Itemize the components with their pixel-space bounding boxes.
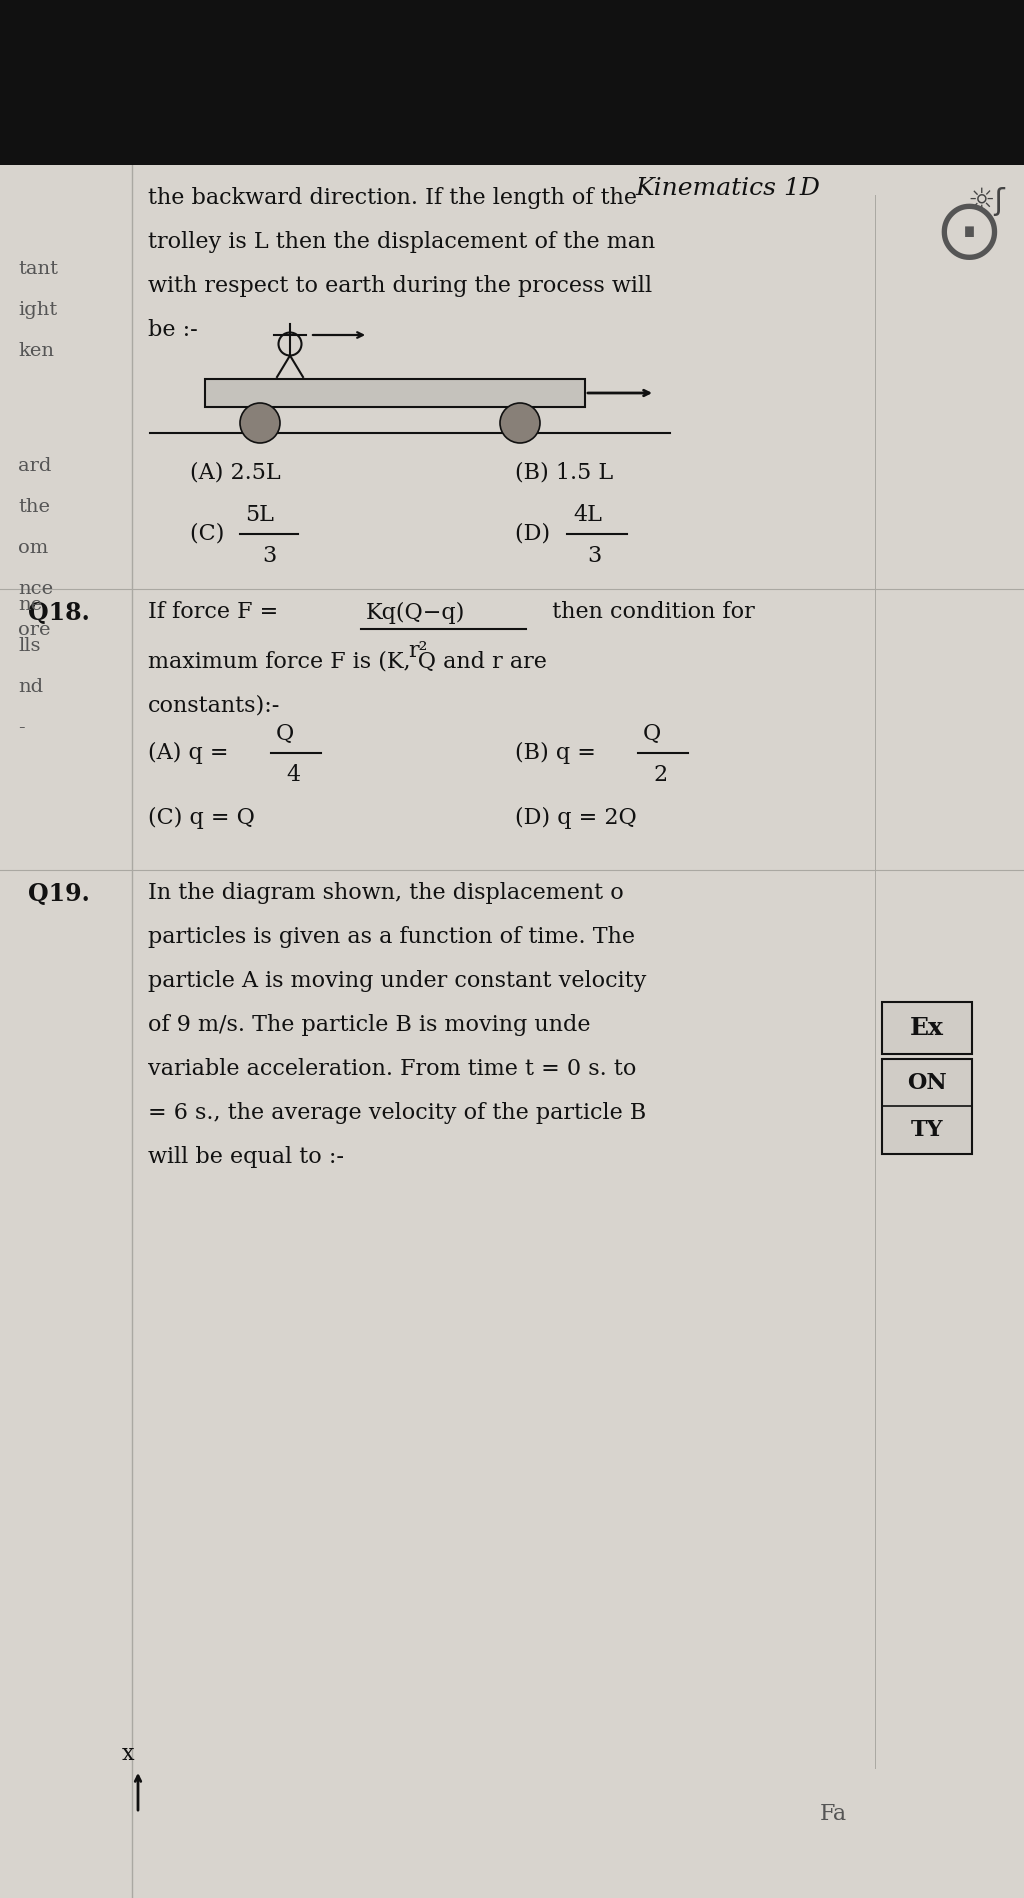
Text: constants):-: constants):- — [148, 695, 281, 717]
Text: the: the — [18, 497, 50, 516]
Text: 3: 3 — [587, 545, 601, 568]
Text: variable acceleration. From time t = 0 s. to: variable acceleration. From time t = 0 s… — [148, 1057, 636, 1080]
Text: Q18.: Q18. — [28, 602, 90, 624]
Text: If force F =: If force F = — [148, 602, 286, 623]
Text: Ex: Ex — [910, 1015, 944, 1040]
Text: (C): (C) — [190, 524, 231, 545]
Text: om: om — [18, 539, 48, 556]
Text: ard: ard — [18, 457, 51, 474]
Text: particle A is moving under constant velocity: particle A is moving under constant velo… — [148, 970, 646, 993]
Text: ight: ight — [18, 302, 57, 319]
Text: with respect to earth during the process will: with respect to earth during the process… — [148, 275, 652, 296]
Text: $\bigodot$: $\bigodot$ — [939, 201, 998, 262]
Text: will be equal to :-: will be equal to :- — [148, 1146, 344, 1167]
Bar — [882, 1002, 972, 1053]
Text: (A) 2.5L: (A) 2.5L — [190, 461, 281, 484]
Text: nd: nd — [18, 678, 43, 697]
Text: ON: ON — [907, 1072, 947, 1093]
Text: Kinematics 1D: Kinematics 1D — [635, 177, 820, 199]
Text: r²: r² — [408, 640, 427, 662]
Text: particles is given as a function of time. The: particles is given as a function of time… — [148, 926, 635, 947]
Text: In the diagram shown, the displacement o: In the diagram shown, the displacement o — [148, 883, 624, 903]
Text: -: - — [18, 719, 25, 736]
Text: Q: Q — [643, 723, 662, 746]
Text: be :-: be :- — [148, 319, 198, 342]
Text: = 6 s., the average velocity of the particle B: = 6 s., the average velocity of the part… — [148, 1103, 646, 1124]
Circle shape — [240, 402, 280, 442]
Text: 4: 4 — [286, 765, 300, 786]
Text: ore: ore — [18, 621, 50, 640]
Circle shape — [500, 402, 540, 442]
Text: of 9 m/s. The particle B is moving unde: of 9 m/s. The particle B is moving unde — [148, 1014, 591, 1036]
Text: 2: 2 — [653, 765, 667, 786]
Bar — [0, 0, 1024, 165]
Bar — [205, 380, 585, 406]
Text: lls: lls — [18, 638, 41, 655]
Bar — [882, 1059, 972, 1154]
Text: ne: ne — [18, 596, 42, 613]
Text: TY: TY — [910, 1120, 943, 1141]
Text: maximum force F is (K, Q and r are: maximum force F is (K, Q and r are — [148, 651, 547, 674]
Text: 5L: 5L — [245, 505, 273, 526]
Text: Kq(Q−q): Kq(Q−q) — [366, 602, 465, 624]
Text: (D): (D) — [515, 524, 557, 545]
Text: then condition for: then condition for — [538, 602, 755, 623]
Text: 4L: 4L — [573, 505, 602, 526]
Text: (B) q =: (B) q = — [515, 742, 603, 765]
Text: ken: ken — [18, 342, 54, 361]
Text: (D) q = 2Q: (D) q = 2Q — [515, 807, 637, 829]
Text: (A) q =: (A) q = — [148, 742, 236, 765]
Text: the backward direction. If the length of the: the backward direction. If the length of… — [148, 188, 637, 209]
Text: 3: 3 — [262, 545, 276, 568]
Text: Q: Q — [276, 723, 294, 746]
Text: trolley is L then the displacement of the man: trolley is L then the displacement of th… — [148, 232, 655, 252]
Text: Q19.: Q19. — [28, 883, 90, 905]
Text: Fa: Fa — [820, 1803, 847, 1826]
Text: tant: tant — [18, 260, 58, 277]
Text: ☼ʃ: ☼ʃ — [968, 188, 1005, 216]
Text: (B) 1.5 L: (B) 1.5 L — [515, 461, 613, 484]
Text: (C) q = Q: (C) q = Q — [148, 807, 255, 829]
Text: x: x — [122, 1742, 134, 1765]
Text: nce: nce — [18, 581, 53, 598]
